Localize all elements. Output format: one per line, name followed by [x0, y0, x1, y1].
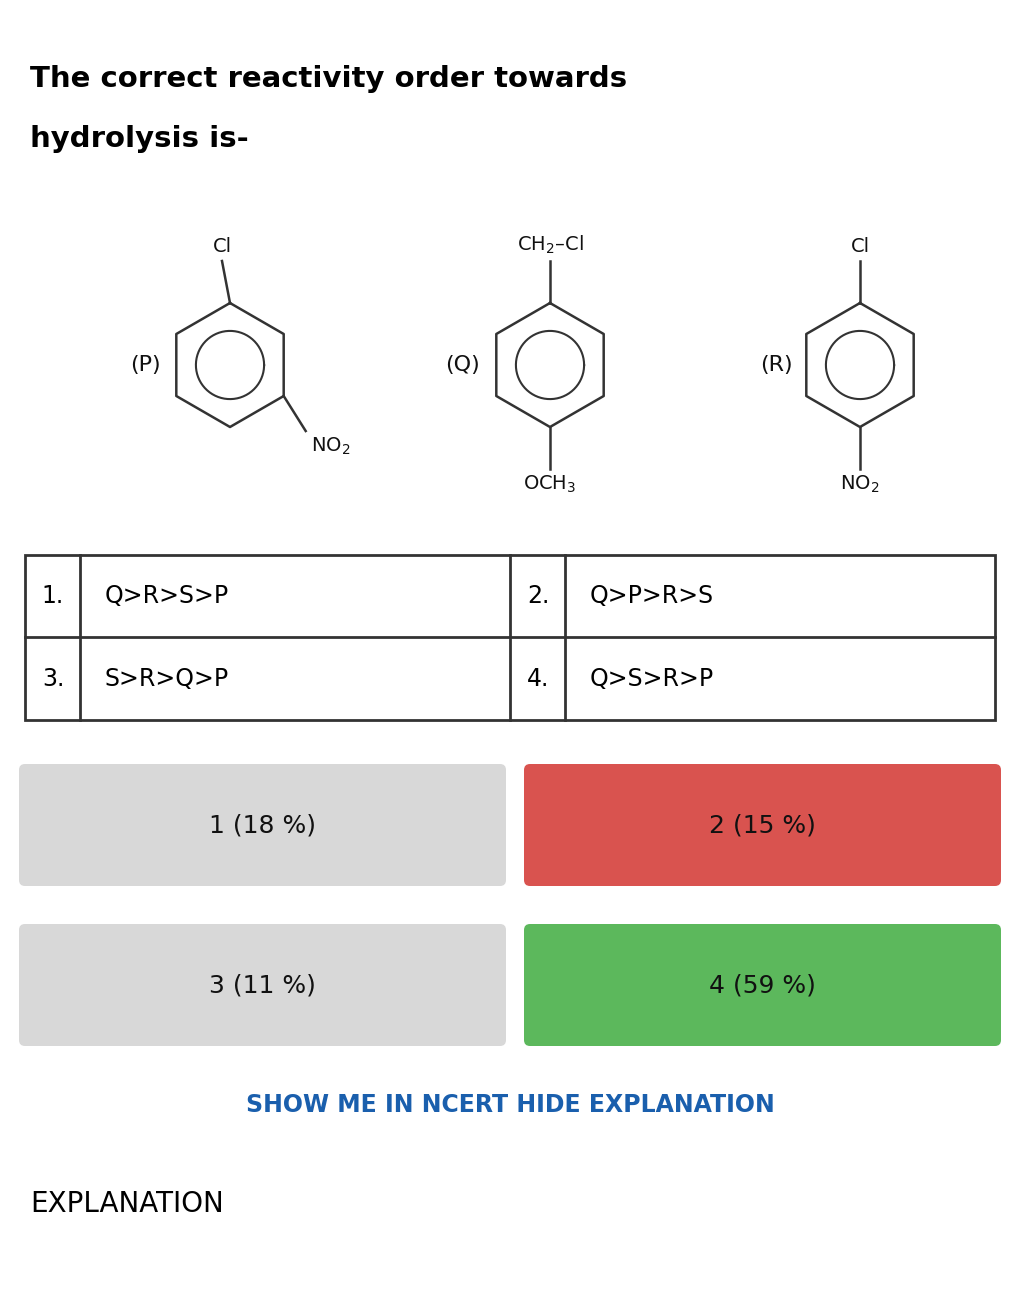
Text: 4 (59 %): 4 (59 %): [709, 973, 816, 997]
Text: (P): (P): [130, 355, 161, 376]
Text: (Q): (Q): [445, 355, 480, 376]
Text: 2.: 2.: [526, 584, 549, 608]
Text: The correct reactivity order towards: The correct reactivity order towards: [30, 66, 627, 93]
Text: Q>R>S>P: Q>R>S>P: [105, 584, 229, 608]
FancyBboxPatch shape: [524, 764, 1001, 886]
Text: 1 (18 %): 1 (18 %): [209, 813, 316, 836]
Text: 2 (15 %): 2 (15 %): [709, 813, 816, 836]
Text: 4.: 4.: [526, 667, 549, 691]
Text: Q>S>R>P: Q>S>R>P: [590, 667, 714, 691]
Text: NO$_2$: NO$_2$: [841, 474, 880, 495]
Text: OCH$_3$: OCH$_3$: [523, 474, 577, 495]
Bar: [25, 555, 995, 720]
Text: EXPLANATION: EXPLANATION: [30, 1190, 224, 1218]
Text: Cl: Cl: [212, 238, 231, 256]
Text: Q>P>R>S: Q>P>R>S: [590, 584, 714, 608]
Text: NO$_2$: NO$_2$: [310, 436, 350, 457]
FancyBboxPatch shape: [19, 764, 506, 886]
Text: Cl: Cl: [851, 238, 869, 256]
Text: (R): (R): [760, 355, 793, 376]
Text: CH$_2$–Cl: CH$_2$–Cl: [517, 234, 584, 256]
Text: 3.: 3.: [42, 667, 65, 691]
Text: SHOW ME IN NCERT HIDE EXPLANATION: SHOW ME IN NCERT HIDE EXPLANATION: [246, 1092, 774, 1117]
FancyBboxPatch shape: [524, 924, 1001, 1046]
Text: hydrolysis is-: hydrolysis is-: [30, 125, 249, 154]
Text: 1.: 1.: [42, 584, 65, 608]
Text: S>R>Q>P: S>R>Q>P: [105, 667, 229, 691]
FancyBboxPatch shape: [19, 924, 506, 1046]
Text: 3 (11 %): 3 (11 %): [209, 973, 316, 997]
